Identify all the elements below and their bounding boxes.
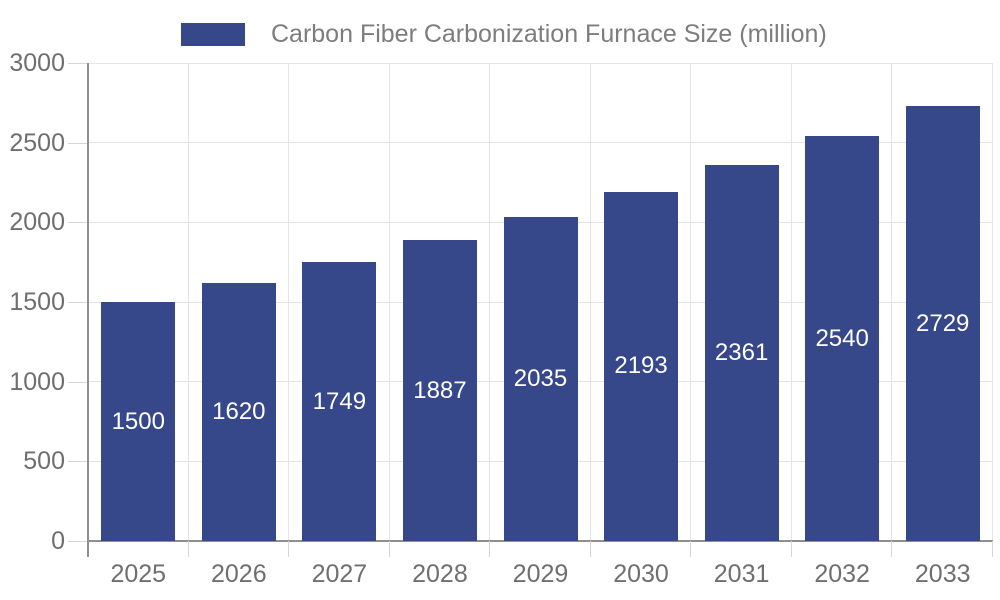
gridline-vertical	[388, 63, 390, 541]
bar-2030[interactable]: 2193	[604, 191, 679, 541]
bar-value-label: 2361	[714, 338, 769, 366]
bar-2027[interactable]: 1749	[302, 262, 377, 541]
plot-area: 0 500 1000 1500 2000 2500 3000 1500 1620 1749 1887…	[9, 50, 993, 587]
x-axis-tick-label: 2031	[713, 560, 770, 588]
bar-value-label: 2729	[916, 309, 970, 337]
y-axis-tick-label: 500	[23, 447, 65, 476]
bar-value-label: 1887	[413, 376, 467, 404]
bar-value-label: 1749	[312, 387, 367, 415]
legend-label: Carbon Fiber Carbonization Furnace Size …	[271, 20, 827, 48]
y-axis-tick	[68, 302, 88, 303]
x-axis-tick-label: 2030	[613, 560, 669, 588]
x-axis-tick-label: 2032	[814, 560, 870, 588]
bar-2032[interactable]: 2540	[805, 136, 880, 541]
x-axis-tick	[690, 541, 692, 557]
bar-2029[interactable]: 2035	[503, 216, 578, 541]
x-axis-tick	[891, 541, 893, 557]
x-axis-tick	[489, 541, 491, 557]
bar-2026[interactable]: 1620	[201, 282, 276, 541]
y-axis-tick	[68, 381, 88, 383]
y-axis-tick	[68, 142, 88, 144]
y-axis-tick	[68, 461, 88, 463]
x-axis-tick-label: 2033	[914, 560, 971, 588]
x-axis-tick-label: 2025	[110, 560, 167, 588]
y-axis-tick	[68, 222, 88, 224]
y-axis-tick-label: 3000	[9, 49, 65, 77]
gridline-vertical	[690, 63, 692, 541]
y-axis-tick-label: 2000	[9, 208, 65, 237]
y-axis-tick-label: 2500	[9, 128, 65, 157]
legend-swatch	[181, 23, 245, 46]
x-axis-tick	[187, 541, 189, 557]
y-axis-line	[87, 63, 89, 557]
legend-item[interactable]: Carbon Fiber Carbonization Furnace Size …	[181, 20, 827, 49]
x-axis-tick-label: 2028	[412, 560, 468, 588]
bar-2033[interactable]: 2729	[905, 106, 980, 541]
gridline-horizontal	[88, 142, 993, 144]
gridline-horizontal	[88, 62, 993, 64]
x-axis-tick	[992, 541, 993, 557]
y-axis-tick-label: 0	[51, 527, 65, 555]
y-axis-tick	[68, 63, 88, 64]
x-axis-tick	[790, 541, 792, 557]
x-axis-tick-label: 2027	[311, 560, 368, 588]
bar-value-label: 1500	[111, 407, 165, 435]
gridline-vertical	[187, 63, 189, 541]
y-axis-tick	[68, 541, 88, 542]
gridline-vertical	[589, 63, 591, 541]
gridline-vertical	[891, 63, 893, 541]
gridline-vertical	[288, 63, 290, 541]
gridline-vertical	[489, 63, 491, 541]
bar-value-label: 2193	[614, 352, 668, 380]
x-axis-tick-label: 2026	[211, 560, 267, 588]
bar-value-label: 2540	[815, 324, 869, 352]
gridline-vertical	[790, 63, 792, 541]
x-axis-tick-label: 2029	[512, 560, 569, 588]
y-axis-tick-label: 1000	[9, 367, 65, 396]
x-axis-tick	[388, 541, 390, 557]
y-axis-tick-label: 1500	[9, 288, 65, 316]
x-axis-tick	[589, 541, 591, 557]
bar-value-label: 2035	[513, 364, 568, 392]
bar-2031[interactable]: 2361	[704, 164, 779, 541]
x-axis-tick	[288, 541, 290, 557]
bar-2028[interactable]: 1887	[402, 240, 477, 541]
bar-value-label: 1620	[212, 397, 266, 425]
bar-2025[interactable]: 1500	[101, 302, 176, 541]
x-axis-line	[88, 540, 993, 542]
gridline-vertical	[992, 63, 993, 541]
